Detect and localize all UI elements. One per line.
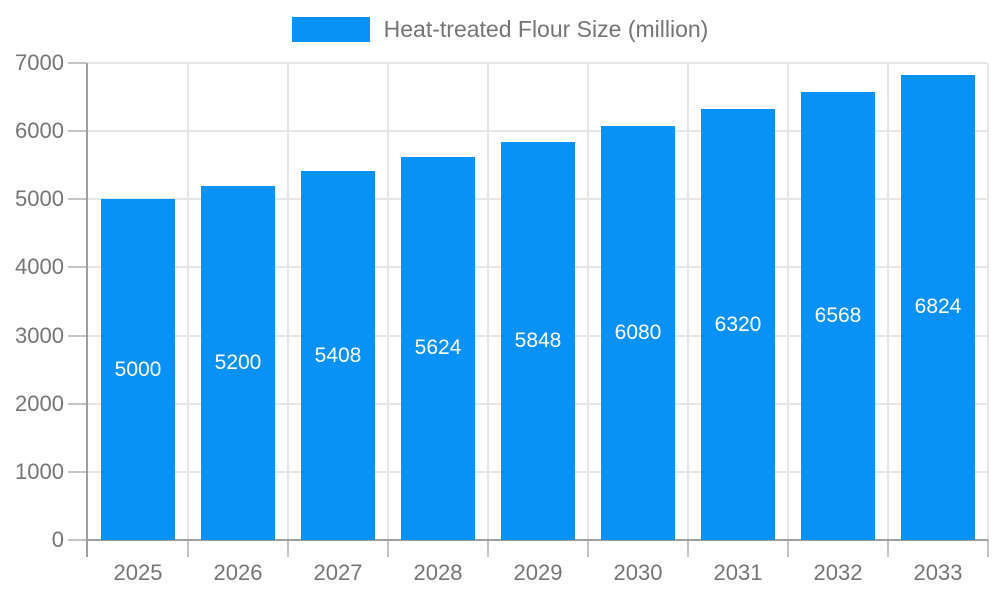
bar-value-label: 5848 xyxy=(514,328,562,352)
x-gridline xyxy=(487,63,489,540)
y-axis-tick-label: 4000 xyxy=(15,254,64,280)
x-axis-tick xyxy=(687,540,689,557)
bar-2026[interactable]: 5200 xyxy=(201,185,275,540)
x-axis-category-label: 2031 xyxy=(713,560,763,585)
x-axis-tick xyxy=(887,540,889,557)
bar-value-label: 5000 xyxy=(114,357,162,381)
x-gridline xyxy=(787,63,789,540)
bar-2028[interactable]: 5624 xyxy=(401,156,475,540)
bar-value-label: 6568 xyxy=(814,304,862,328)
y-axis-tick xyxy=(68,198,87,201)
x-axis-category-label: 2026 xyxy=(213,560,263,585)
x-axis-tick xyxy=(587,540,589,557)
x-axis-tick xyxy=(387,540,389,557)
x-gridline xyxy=(587,63,589,540)
x-axis-tick xyxy=(987,540,989,557)
legend-label: Heat-treated Flour Size (million) xyxy=(383,16,709,42)
bar-value-label: 6080 xyxy=(614,320,662,344)
x-axis-baseline xyxy=(88,539,988,541)
x-axis-category-label: 2029 xyxy=(513,560,563,585)
bar-2029[interactable]: 5848 xyxy=(501,141,575,540)
y-axis-tick xyxy=(68,402,87,405)
x-axis-tick xyxy=(287,540,289,557)
x-axis-category-label: 2025 xyxy=(113,560,163,585)
x-gridline xyxy=(187,63,189,540)
bar-2032[interactable]: 6568 xyxy=(801,92,875,540)
x-axis-category-label: 2033 xyxy=(913,560,963,585)
y-gridline xyxy=(88,130,988,133)
y-axis-tick xyxy=(68,130,87,133)
bar-value-label: 5200 xyxy=(214,350,262,374)
y-gridline xyxy=(88,62,988,64)
bar-value-label: 6320 xyxy=(714,312,762,336)
y-axis-tick-label: 1000 xyxy=(15,458,64,484)
x-gridline xyxy=(387,63,389,540)
y-axis-tick-label: 6000 xyxy=(15,118,64,144)
y-axis-line xyxy=(86,63,88,557)
x-axis-category-label: 2028 xyxy=(413,560,463,585)
bar-2030[interactable]: 6080 xyxy=(601,125,675,540)
x-axis-tick xyxy=(787,540,789,557)
y-axis-tick xyxy=(68,470,87,473)
chart-legend: Heat-treated Flour Size (million) xyxy=(0,16,1000,43)
y-axis-tick-label: 3000 xyxy=(15,322,64,348)
y-axis-tick xyxy=(68,266,87,269)
bar-value-label: 6824 xyxy=(914,295,962,319)
x-gridline xyxy=(287,63,289,540)
x-axis-category-label: 2027 xyxy=(313,560,363,585)
x-gridline xyxy=(987,63,989,540)
x-axis-tick xyxy=(187,540,189,557)
y-axis-tick-label: 5000 xyxy=(15,186,64,212)
x-axis-category-label: 2030 xyxy=(613,560,663,585)
y-axis-tick-label: 7000 xyxy=(15,50,64,75)
legend-swatch xyxy=(291,17,370,42)
y-axis-tick-label: 2000 xyxy=(15,390,64,416)
x-axis-category-label: 2032 xyxy=(813,560,863,585)
bar-value-label: 5624 xyxy=(414,336,462,360)
bar-2031[interactable]: 6320 xyxy=(701,109,775,540)
y-axis-tick xyxy=(68,62,87,64)
y-axis-tick xyxy=(68,539,87,541)
x-gridline xyxy=(687,63,689,540)
y-axis-tick xyxy=(68,334,87,337)
x-gridline xyxy=(887,63,889,540)
bar-2033[interactable]: 6824 xyxy=(901,74,975,540)
bar-2025[interactable]: 5000 xyxy=(101,199,175,540)
x-axis-tick xyxy=(487,540,489,557)
bar-value-label: 5408 xyxy=(314,343,362,367)
y-axis-tick-label: 0 xyxy=(51,527,64,552)
bar-2027[interactable]: 5408 xyxy=(301,171,375,540)
